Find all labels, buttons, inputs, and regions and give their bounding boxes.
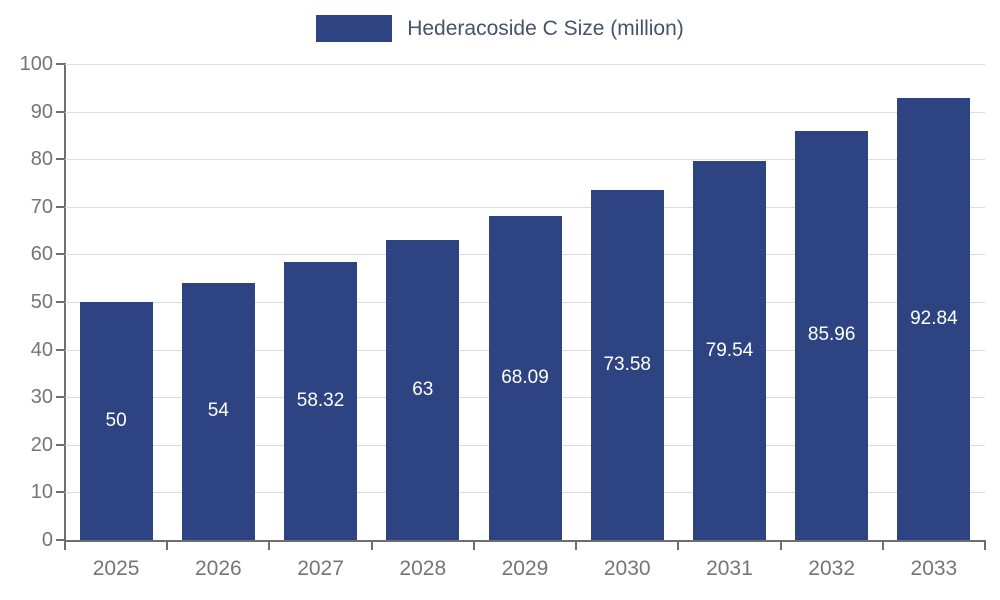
bar-value-label: 50 — [105, 410, 127, 431]
bar — [79, 302, 153, 540]
bar — [590, 189, 664, 540]
bar-value-label: 73.58 — [603, 353, 651, 375]
bar — [284, 262, 358, 540]
bar — [795, 130, 869, 540]
y-tick-label: 80 — [30, 148, 53, 171]
x-tick-label: 2033 — [910, 557, 958, 580]
bar-value-label: 85.96 — [807, 324, 856, 346]
x-tick-label: 2029 — [501, 557, 549, 580]
x-tick — [268, 542, 271, 550]
x-tick — [472, 542, 475, 550]
y-tick — [56, 253, 64, 256]
x-tick — [64, 542, 66, 550]
x-tick — [677, 542, 680, 550]
y-tick — [56, 63, 64, 65]
bar — [386, 240, 460, 540]
bar-value-label: 79.54 — [705, 339, 754, 361]
legend-label: Hederacoside C Size (million) — [407, 16, 684, 40]
x-tick-label: 2030 — [603, 557, 651, 580]
y-tick-label: 100 — [19, 53, 53, 75]
y-tick — [56, 443, 64, 446]
y-tick-label: 10 — [30, 481, 53, 504]
gridline — [65, 206, 985, 208]
gridline — [65, 159, 985, 161]
gridline — [65, 64, 985, 65]
bar-value-label: 63 — [412, 379, 434, 401]
x-tick — [779, 542, 782, 550]
x-axis-line — [64, 540, 986, 542]
y-tick — [56, 539, 64, 541]
bar-value-label: 54 — [207, 400, 229, 422]
y-tick-label: 60 — [30, 243, 53, 266]
bar — [488, 215, 562, 540]
x-tick-label: 2025 — [92, 557, 140, 580]
bar-value-label: 68.09 — [501, 366, 549, 388]
x-tick — [984, 542, 986, 550]
y-tick — [56, 205, 64, 208]
y-tick-label: 40 — [30, 338, 53, 361]
y-tick — [56, 301, 64, 303]
x-tick-label: 2026 — [194, 557, 242, 580]
bar — [897, 98, 971, 540]
y-tick — [56, 396, 64, 399]
y-tick — [56, 348, 64, 351]
bar-value-label: 58.32 — [296, 390, 345, 412]
bar-value-label: 92.84 — [910, 308, 958, 330]
x-tick — [166, 542, 169, 550]
y-tick-label: 20 — [30, 433, 53, 456]
y-tick-label: 0 — [41, 529, 53, 551]
bar — [181, 282, 255, 540]
chart-legend[interactable]: Hederacoside C Size (million) — [0, 15, 1000, 42]
x-tick — [370, 542, 373, 550]
bar — [692, 161, 766, 540]
legend-swatch — [316, 15, 393, 42]
y-tick — [56, 158, 64, 161]
x-tick-label: 2028 — [399, 557, 447, 580]
y-tick-label: 90 — [30, 100, 53, 123]
y-tick-label: 30 — [30, 386, 53, 409]
y-tick-label: 50 — [30, 291, 53, 313]
y-tick-label: 70 — [30, 195, 53, 218]
y-tick — [56, 491, 64, 494]
x-tick-label: 2032 — [808, 557, 856, 580]
x-tick — [881, 542, 884, 550]
y-tick — [56, 110, 64, 113]
gridline — [65, 111, 985, 113]
plot-area: 50 54 58.32 63 68.09 73.58 79.54 85.96 92.84 — [65, 64, 985, 540]
x-tick-label: 2027 — [297, 557, 344, 580]
x-tick — [575, 542, 578, 550]
x-tick-label: 2031 — [706, 557, 753, 580]
